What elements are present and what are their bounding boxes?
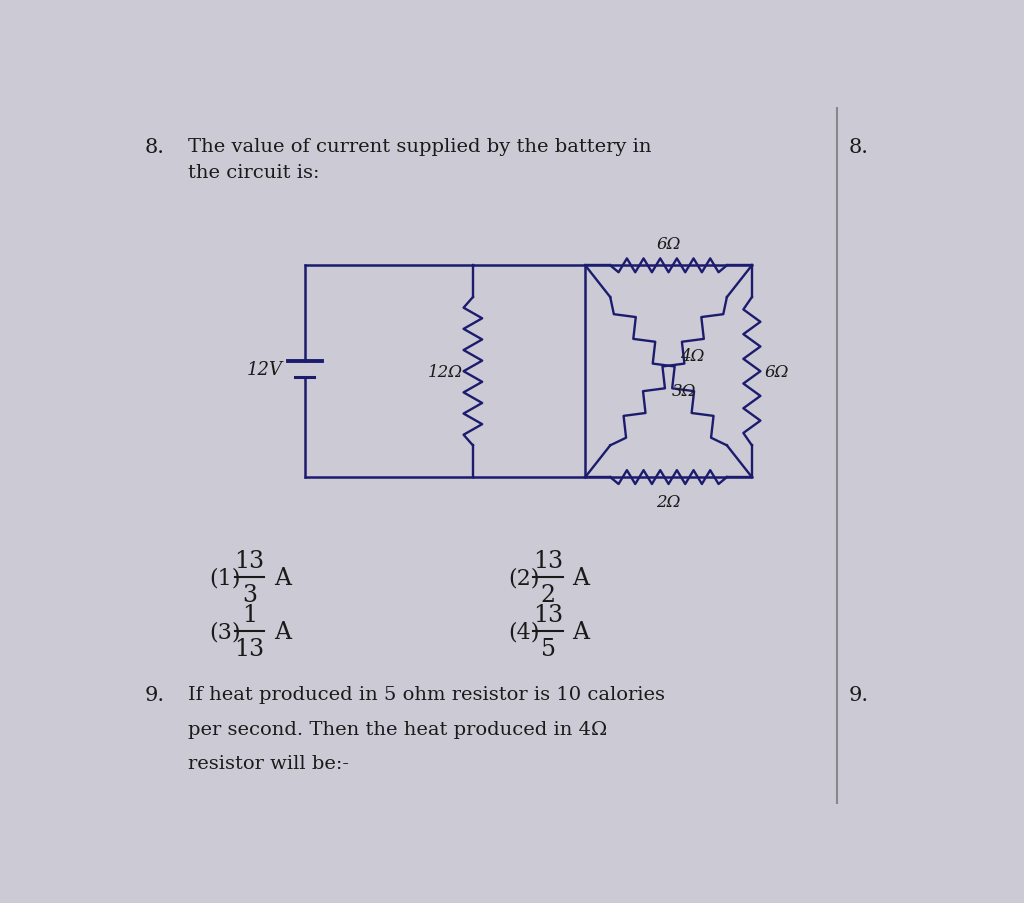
Text: 3: 3 (242, 583, 257, 606)
Text: 12Ω: 12Ω (428, 363, 463, 380)
Text: 2: 2 (541, 583, 556, 606)
Text: (2): (2) (508, 566, 540, 589)
Text: The value of current supplied by the battery in: The value of current supplied by the bat… (188, 137, 652, 155)
Text: 9.: 9. (849, 685, 869, 704)
Text: 12V: 12V (247, 360, 283, 378)
Text: 13: 13 (532, 603, 563, 626)
Text: 13: 13 (532, 549, 563, 573)
Text: 8.: 8. (145, 137, 165, 156)
Text: 13: 13 (234, 637, 265, 660)
Text: A: A (572, 619, 589, 643)
Text: A: A (273, 619, 291, 643)
Text: (4): (4) (508, 620, 540, 642)
Text: resistor will be:-: resistor will be:- (188, 754, 349, 772)
Text: If heat produced in 5 ohm resistor is 10 calories: If heat produced in 5 ohm resistor is 10… (188, 685, 666, 703)
Text: 13: 13 (234, 549, 265, 573)
Text: 4Ω: 4Ω (680, 348, 705, 365)
Text: 1: 1 (242, 603, 257, 626)
Text: A: A (572, 566, 589, 589)
Text: 3Ω: 3Ω (672, 383, 696, 399)
Text: 6Ω: 6Ω (765, 363, 788, 380)
Text: 6Ω: 6Ω (656, 236, 681, 253)
Text: 9.: 9. (145, 685, 165, 704)
Text: 2Ω: 2Ω (656, 494, 681, 511)
Text: the circuit is:: the circuit is: (188, 163, 319, 182)
Text: (3): (3) (209, 620, 241, 642)
Text: 5: 5 (541, 637, 556, 660)
Text: A: A (273, 566, 291, 589)
Text: (1): (1) (209, 566, 241, 589)
Text: 8.: 8. (849, 137, 868, 156)
Text: per second. Then the heat produced in 4Ω: per second. Then the heat produced in 4Ω (188, 720, 607, 738)
